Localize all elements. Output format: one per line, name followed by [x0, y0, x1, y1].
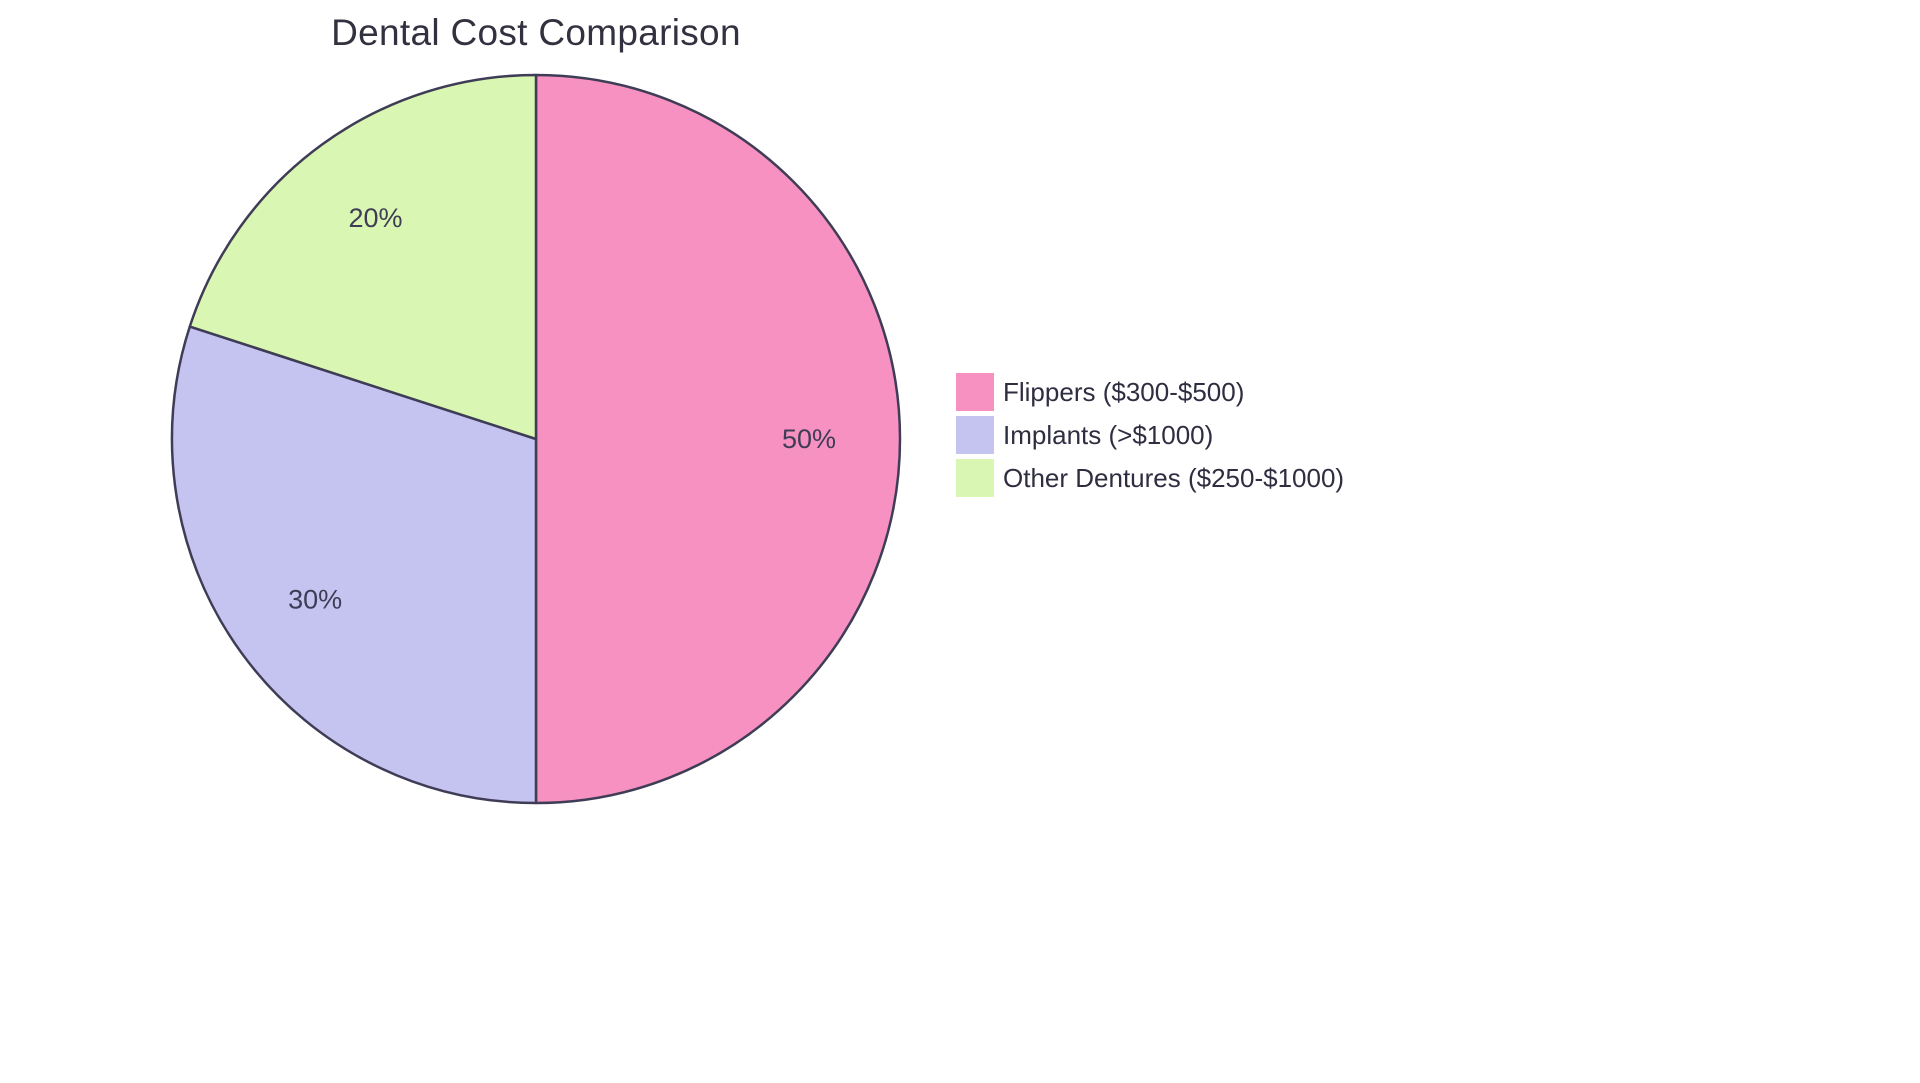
- pie-percent-label: 50%: [782, 424, 836, 454]
- legend-item: Flippers ($300-$500): [956, 373, 1344, 411]
- legend-label: Other Dentures ($250-$1000): [1003, 462, 1345, 493]
- pie-slice-1: [534, 73, 902, 805]
- legend-item: Implants (>$1000): [956, 416, 1344, 454]
- pie-slice-2: [170, 325, 538, 805]
- legend-swatch: [956, 416, 994, 454]
- legend-item: Other Dentures ($250-$1000): [956, 459, 1344, 497]
- legend-swatch: [956, 373, 994, 411]
- legend-label: Implants (>$1000): [1003, 419, 1214, 450]
- legend-label: Flippers ($300-$500): [1003, 376, 1245, 407]
- pie-percent-label: 20%: [348, 203, 402, 233]
- legend: Flippers ($300-$500) Implants (>$1000) Oth…: [956, 373, 1344, 497]
- chart-title: Dental Cost Comparison: [331, 12, 741, 53]
- pie-percent-label: 30%: [288, 585, 342, 615]
- legend-swatch: [956, 459, 994, 497]
- pie-slice-3: [188, 73, 538, 441]
